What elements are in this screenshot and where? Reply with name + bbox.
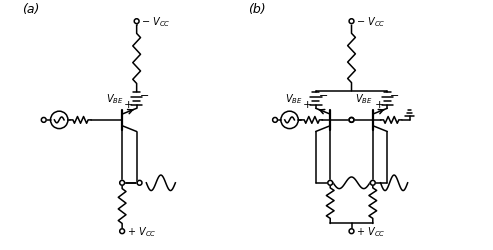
Text: $-$: $-$ bbox=[139, 88, 149, 99]
Text: $V_{BE}$: $V_{BE}$ bbox=[284, 92, 302, 106]
Circle shape bbox=[281, 112, 298, 129]
Circle shape bbox=[328, 181, 333, 186]
Text: $V_{BE}$: $V_{BE}$ bbox=[106, 92, 123, 106]
Text: (b): (b) bbox=[248, 3, 266, 16]
Text: $V_{BE}$: $V_{BE}$ bbox=[355, 92, 373, 106]
Circle shape bbox=[349, 20, 354, 24]
Text: $-\ V_{CC}$: $-\ V_{CC}$ bbox=[141, 15, 171, 29]
Circle shape bbox=[41, 118, 46, 123]
Text: $+\ V_{CC}$: $+\ V_{CC}$ bbox=[127, 224, 156, 238]
Text: $-\ V_{CC}$: $-\ V_{CC}$ bbox=[356, 15, 386, 29]
Circle shape bbox=[273, 118, 278, 123]
Circle shape bbox=[50, 112, 68, 129]
Circle shape bbox=[134, 20, 139, 24]
Text: $+$: $+$ bbox=[123, 98, 133, 110]
Circle shape bbox=[120, 229, 125, 234]
Circle shape bbox=[349, 118, 354, 123]
Circle shape bbox=[349, 118, 354, 123]
Text: $+\ V_{CC}$: $+\ V_{CC}$ bbox=[356, 224, 386, 238]
Circle shape bbox=[137, 181, 142, 186]
Circle shape bbox=[349, 229, 354, 234]
Text: $+$: $+$ bbox=[302, 98, 312, 110]
Text: $+$: $+$ bbox=[374, 98, 384, 110]
Circle shape bbox=[370, 181, 375, 186]
Text: (a): (a) bbox=[23, 3, 40, 16]
Text: $-$: $-$ bbox=[317, 88, 328, 99]
Text: $-$: $-$ bbox=[389, 88, 399, 99]
Circle shape bbox=[120, 181, 125, 186]
